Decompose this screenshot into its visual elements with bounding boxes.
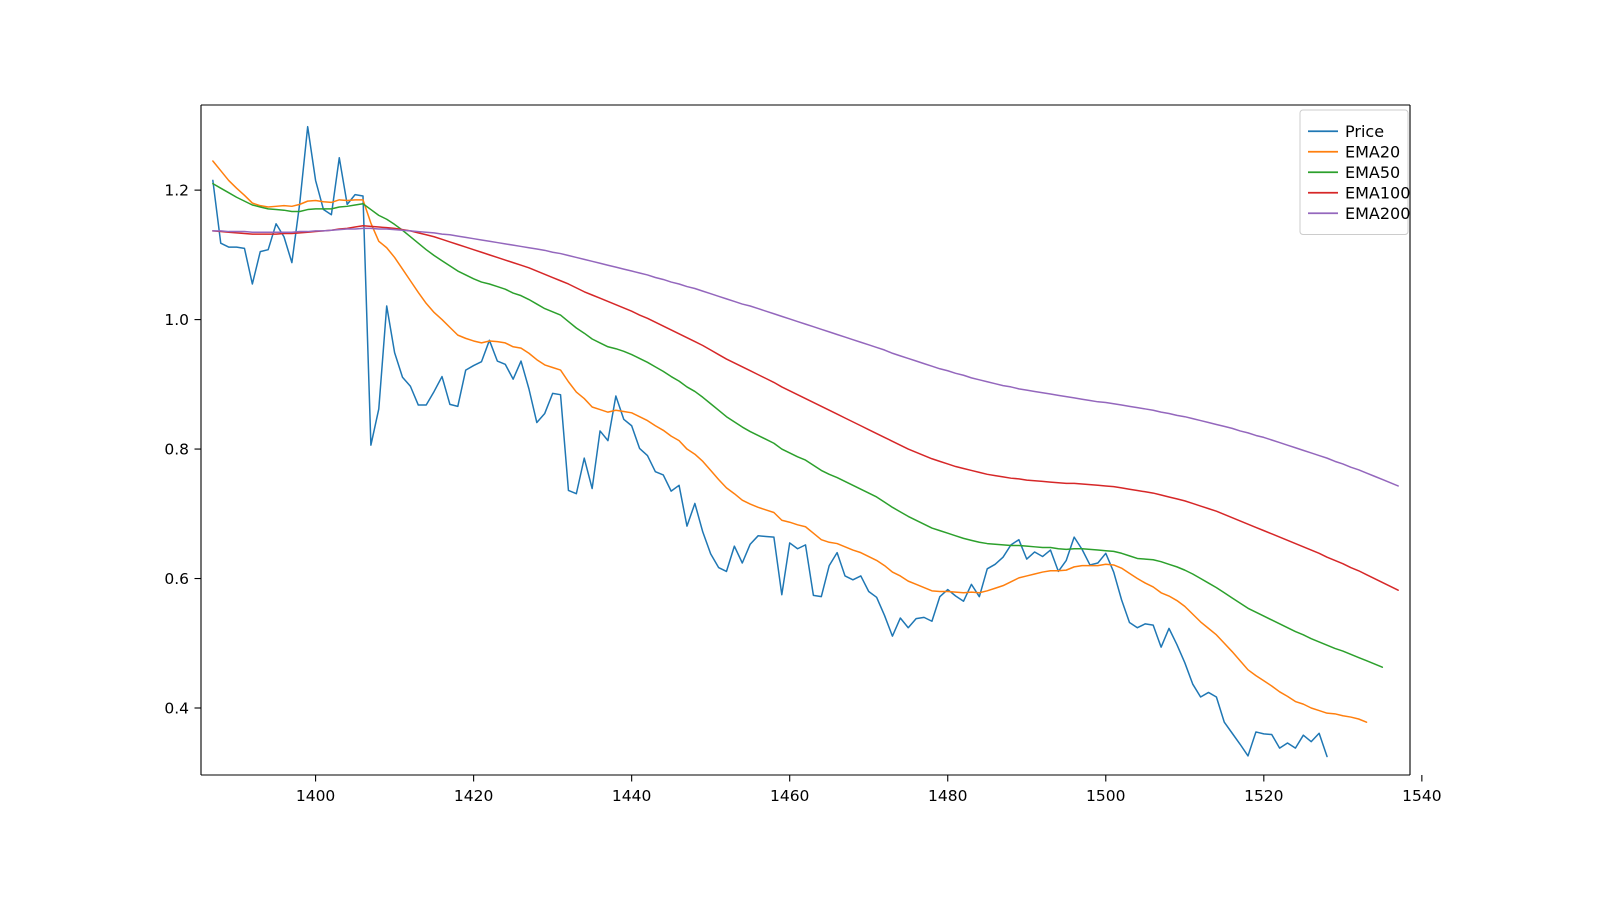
series-line-ema20 [212,160,1368,723]
axes-spines [200,104,1411,776]
y-axis-ticks: 0.4 0.6 0.8 1.0 1.2 [164,182,201,718]
legend-frame [1299,109,1409,235]
legend-label-ema20: EMA20 [1345,142,1400,161]
x-tick-label: 1540 [1402,787,1441,805]
x-tick-label: 1400 [296,787,335,805]
y-tick-label: 0.6 [164,570,189,588]
x-tick-label: 1480 [928,787,967,805]
x-tick-label: 1420 [454,787,493,805]
y-tick-label: 0.4 [164,700,189,718]
x-tick-label: 1440 [612,787,651,805]
y-tick-label: 1.0 [164,311,189,329]
y-tick-label: 1.2 [164,182,189,200]
series-line-ema50 [212,182,1384,668]
x-tick-label: 1520 [1244,787,1283,805]
x-axis-ticks: 1400 1420 1440 1460 1480 1500 1520 1540 [296,775,1442,805]
x-tick-label: 1460 [770,787,809,805]
x-tick-label: 1500 [1086,787,1125,805]
y-tick-label: 0.8 [164,441,189,459]
legend-label-ema200: EMA200 [1345,204,1410,223]
legend-label-ema100: EMA100 [1345,183,1410,202]
legend-label-ema50: EMA50 [1345,163,1400,182]
data-series-group [212,125,1399,758]
legend-label-price: Price [1345,122,1384,141]
series-line-price [212,125,1328,758]
series-line-ema200 [212,227,1399,487]
